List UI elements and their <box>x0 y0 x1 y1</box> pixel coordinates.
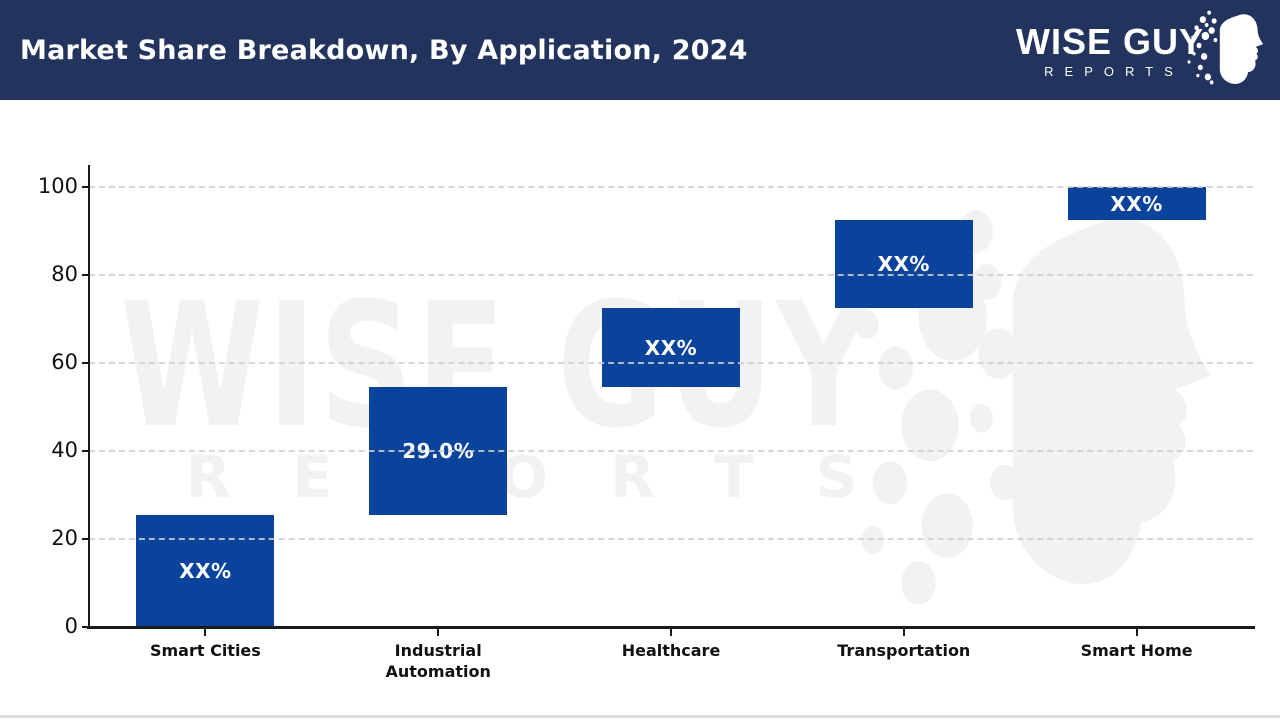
y-tick-label-80: 80 <box>51 262 78 286</box>
y-tick-label-20: 20 <box>51 526 78 550</box>
bar-value-label-smart-cities: XX% <box>179 558 232 583</box>
x-tick-smart-cities <box>204 629 207 636</box>
y-axis-line <box>88 165 90 629</box>
x-tick-healthcare <box>670 629 672 636</box>
gridline-80 <box>89 274 1253 276</box>
logo-text: WISE GUY REPORTS <box>1015 20 1204 79</box>
bar-value-label-smart-home: XX% <box>1110 191 1163 216</box>
y-tick-40 <box>82 450 89 452</box>
y-tick-0 <box>82 626 89 628</box>
y-tick-label-60: 60 <box>51 350 78 374</box>
bar-healthcare: XX% <box>602 308 740 388</box>
gridline-40 <box>89 450 1253 452</box>
bar-value-label-healthcare: XX% <box>644 335 698 360</box>
gridline-100 <box>89 186 1253 188</box>
y-tick-60 <box>82 362 89 364</box>
logo-wordmark: WISE GUY <box>1015 20 1204 62</box>
logo-face-icon <box>1187 10 1264 85</box>
wise-guy-logo: WISE GUY REPORTS <box>1016 6 1272 96</box>
x-tick-label-healthcare: Healthcare <box>621 641 721 660</box>
bar-value-label-transportation: XX% <box>877 252 930 276</box>
gridline-60 <box>89 362 1253 364</box>
x-tick-industrial-automation <box>437 629 440 636</box>
bottom-divider <box>0 715 1280 718</box>
bar-smart-home: XX% <box>1067 187 1206 220</box>
y-tick-label-100: 100 <box>37 174 78 198</box>
x-axis-line <box>87 626 1255 629</box>
y-tick-label-0: 0 <box>64 614 78 638</box>
y-tick-100 <box>82 186 89 188</box>
gridline-20 <box>89 538 1253 540</box>
x-tick-label-industrial-automation: Industrial Automation <box>385 641 491 681</box>
watermark-subtext: REPORTS <box>186 443 920 511</box>
logo-subtext: REPORTS <box>1044 63 1184 79</box>
x-tick-smart-home <box>1135 629 1138 636</box>
y-tick-label-40: 40 <box>51 438 78 462</box>
bar-smart-cities: XX% <box>136 514 275 627</box>
x-tick-label-transportation: Transportation <box>837 641 971 660</box>
bar-transportation: XX% <box>834 220 973 308</box>
x-tick-label-smart-cities: Smart Cities <box>149 641 261 660</box>
y-tick-20 <box>82 538 89 540</box>
x-tick-transportation <box>902 629 905 636</box>
x-tick-label-smart-home: Smart Home <box>1080 641 1193 660</box>
y-tick-80 <box>82 274 89 276</box>
header: Market Share Breakdown, By Application, … <box>0 0 1280 100</box>
page-title: Market Share Breakdown, By Application, … <box>20 34 748 66</box>
